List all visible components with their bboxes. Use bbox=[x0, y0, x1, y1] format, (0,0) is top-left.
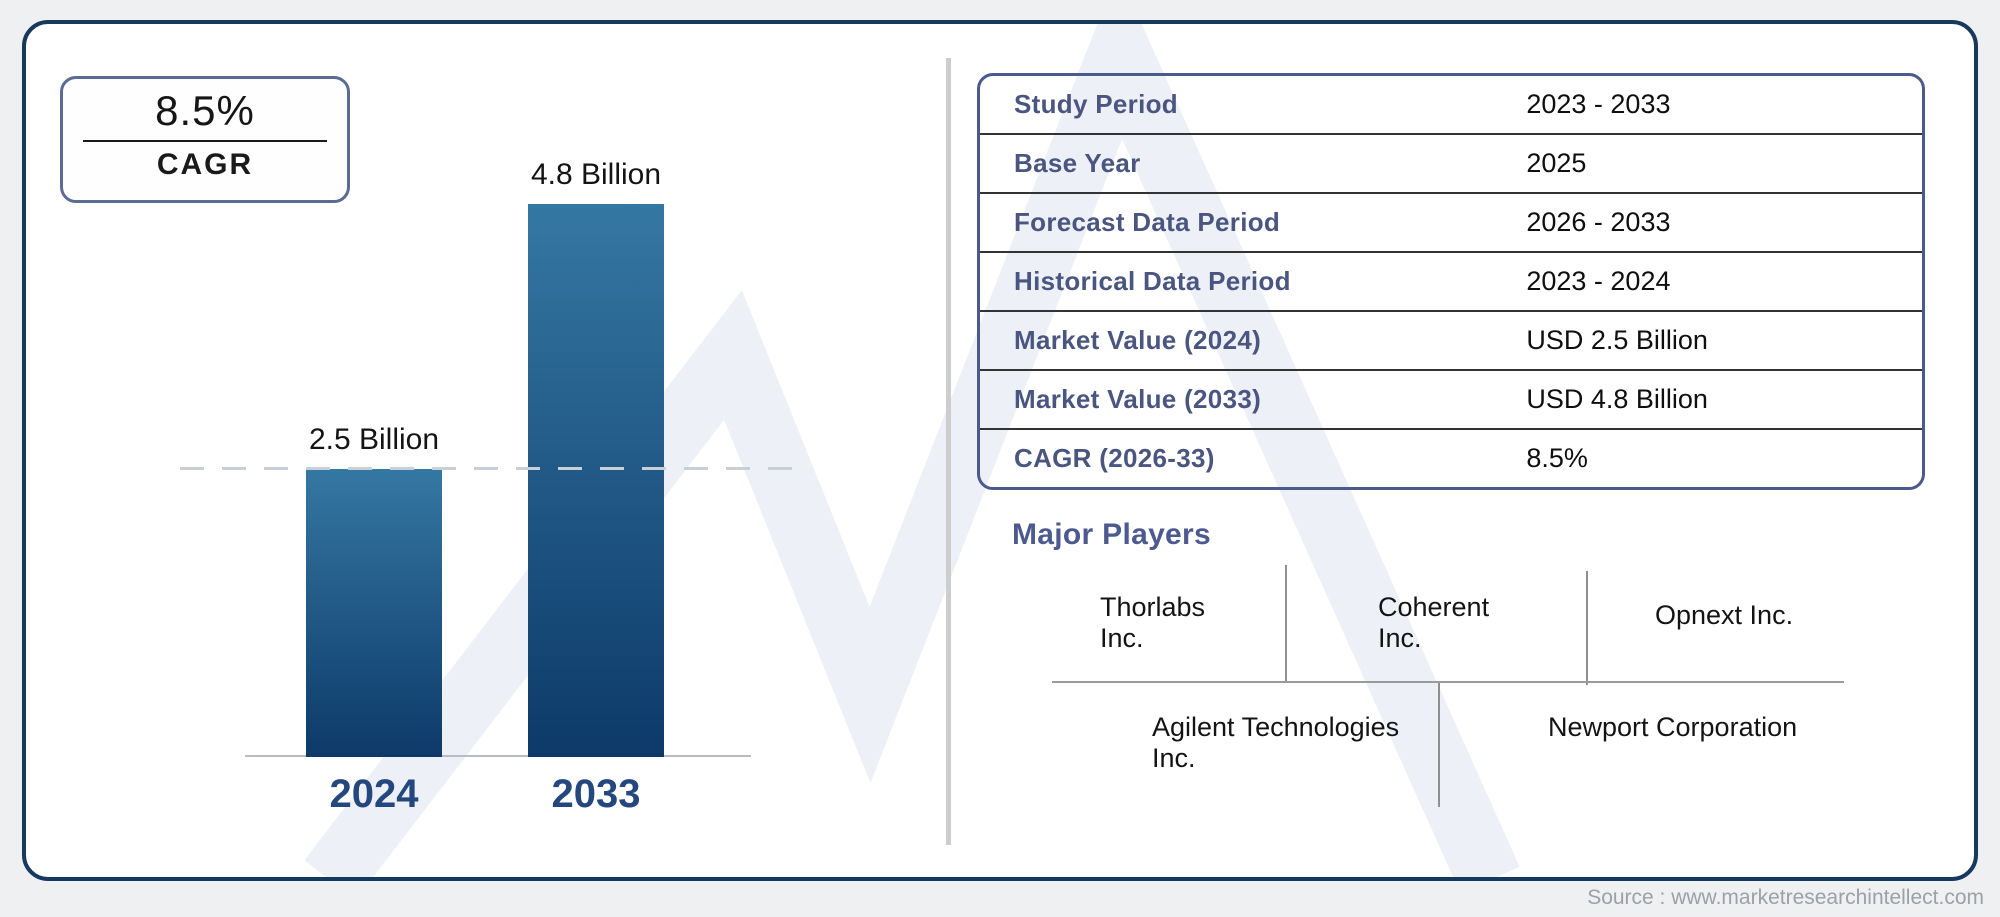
row-label: Study Period bbox=[1014, 89, 1178, 119]
reference-dashed-line bbox=[180, 467, 797, 470]
cagr-box: 8.5% CAGR bbox=[60, 76, 350, 203]
row-value: 2023 - 2033 bbox=[1526, 89, 1671, 119]
player-coherent: Coherent Inc. bbox=[1378, 592, 1490, 653]
players-divider-vertical-1 bbox=[1285, 565, 1287, 681]
row-label: Historical Data Period bbox=[1014, 266, 1291, 296]
row-value: USD 2.5 Billion bbox=[1526, 325, 1708, 355]
table-row: Study Period 2023 - 2033 bbox=[980, 76, 1922, 135]
row-value: 8.5% bbox=[1526, 443, 1588, 473]
table-row: Historical Data Period 2023 - 2024 bbox=[980, 253, 1922, 312]
source-attribution: Source : www.marketresearchintellect.com bbox=[1587, 886, 1984, 909]
table-row: Base Year 2025 bbox=[980, 135, 1922, 194]
table-row: CAGR (2026-33) 8.5% bbox=[980, 430, 1922, 487]
row-value: 2025 bbox=[1526, 148, 1587, 178]
bar-2024 bbox=[306, 469, 442, 757]
player-thorlabs: Thorlabs Inc. bbox=[1100, 592, 1206, 653]
row-label: CAGR (2026-33) bbox=[1014, 443, 1215, 473]
report-info-table: Study Period 2023 - 2033 Base Year 2025 … bbox=[977, 73, 1925, 490]
bar-value-2033: 4.8 Billion bbox=[530, 158, 662, 191]
bar-2033 bbox=[528, 204, 664, 757]
players-divider-vertical-2 bbox=[1586, 571, 1588, 685]
table-row: Forecast Data Period 2026 - 2033 bbox=[980, 194, 1922, 253]
player-agilent: Agilent Technologies Inc. bbox=[1152, 712, 1400, 773]
table-row: Market Value (2033) USD 4.8 Billion bbox=[980, 371, 1922, 430]
x-axis-line bbox=[245, 755, 751, 757]
cagr-label: CAGR bbox=[156, 148, 254, 181]
x-tick-2024: 2024 bbox=[329, 772, 419, 816]
row-label: Base Year bbox=[1014, 148, 1141, 178]
row-value: USD 4.8 Billion bbox=[1526, 384, 1708, 414]
table-row: Market Value (2024) USD 2.5 Billion bbox=[980, 312, 1922, 371]
row-label: Forecast Data Period bbox=[1014, 207, 1281, 237]
x-tick-2033: 2033 bbox=[551, 772, 641, 816]
cagr-value: 8.5% bbox=[155, 87, 255, 134]
row-label: Market Value (2033) bbox=[1014, 384, 1262, 414]
player-newport: Newport Corporation bbox=[1548, 712, 1798, 742]
players-divider-horizontal bbox=[1052, 681, 1844, 683]
bar-chart: 2.5 Billion 4.8 Billion 2024 2033 bbox=[0, 0, 960, 917]
panel-divider bbox=[946, 58, 951, 845]
row-label: Market Value (2024) bbox=[1014, 325, 1262, 355]
cagr-divider-line bbox=[83, 140, 327, 142]
player-opnext: Opnext Inc. bbox=[1655, 600, 1794, 630]
row-value: 2023 - 2024 bbox=[1526, 266, 1671, 296]
bar-value-2024: 2.5 Billion bbox=[308, 423, 440, 456]
major-players-heading: Major Players bbox=[1012, 518, 1212, 551]
row-value: 2026 - 2033 bbox=[1526, 207, 1671, 237]
players-divider-vertical-3 bbox=[1438, 683, 1440, 807]
